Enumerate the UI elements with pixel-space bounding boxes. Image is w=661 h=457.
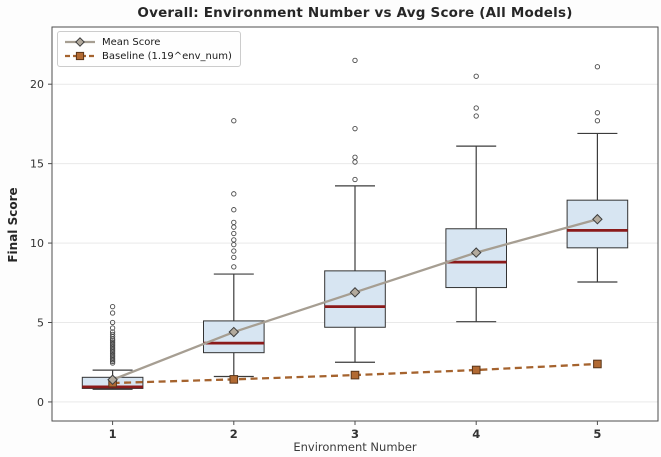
outlier-point: [109, 319, 116, 326]
outlier-point: [594, 110, 601, 116]
outlier-point: [109, 325, 116, 331]
outlier-point: [231, 230, 237, 237]
outlier-point: [594, 118, 601, 124]
outlier-point: [231, 237, 237, 243]
x-tick-label: 3: [351, 427, 359, 441]
y-tick-label: 20: [30, 78, 44, 91]
legend-entry-mean-score: Mean Score: [64, 36, 232, 48]
outlier-point: [352, 154, 358, 160]
y-tick-label: 0: [37, 396, 44, 409]
outlier-point: [231, 254, 237, 261]
diamond-marker: [228, 326, 240, 338]
square-marker: [593, 359, 602, 369]
baseline-line-sample: [64, 50, 96, 62]
legend-sample-canvas: [65, 37, 95, 47]
square-marker: [75, 51, 85, 61]
outlier-point: [231, 264, 237, 270]
outlier-point: [352, 57, 358, 64]
x-tick-label: 4: [472, 427, 480, 441]
square-marker: [350, 370, 360, 380]
legend-sample-canvas: [65, 51, 95, 61]
outlier-point: [594, 64, 601, 70]
x-axis-label: Environment Number: [293, 440, 417, 454]
series-baseline: [108, 359, 602, 388]
y-tick-label: 5: [37, 317, 44, 330]
outlier-point: [109, 303, 116, 310]
x-tick-label: 1: [109, 427, 117, 441]
outlier-point: [109, 331, 116, 338]
outlier-point: [473, 113, 479, 119]
outlier-point: [231, 191, 237, 197]
outlier-point: [231, 248, 237, 254]
legend-entry-baseline: Baseline (1.19^env_num): [64, 50, 232, 62]
legend: Mean Score Baseline (1.19^env_num): [57, 31, 241, 67]
outlier-point: [109, 339, 116, 346]
box-iqr: [445, 228, 507, 289]
diamond-marker: [75, 37, 85, 47]
x-tick-label: 5: [593, 427, 601, 441]
legend-label-mean-score: Mean Score: [102, 36, 161, 48]
diamond-marker: [592, 213, 603, 225]
outlier-point: [231, 207, 237, 213]
outlier-point: [352, 126, 358, 132]
chart-title: Overall: Environment Number vs Avg Score…: [137, 5, 573, 21]
outlier-point: [473, 73, 479, 79]
outlier-point: [473, 105, 479, 111]
outlier-point: [231, 219, 237, 226]
y-tick-label: 15: [30, 158, 44, 171]
mean-score-line-sample: [64, 36, 96, 48]
y-tick-label: 10: [30, 237, 44, 250]
outlier-point: [109, 310, 116, 316]
square-marker: [471, 365, 481, 375]
x-tick-label: 2: [230, 427, 238, 441]
diamond-marker: [470, 247, 482, 258]
diamond-marker: [349, 287, 361, 298]
diamond-marker: [107, 374, 118, 386]
series-mean-score: [107, 213, 603, 386]
outlier-point: [231, 118, 237, 124]
square-marker: [229, 375, 239, 384]
legend-label-baseline: Baseline (1.19^env_num): [102, 50, 232, 62]
outlier-point: [352, 176, 358, 183]
